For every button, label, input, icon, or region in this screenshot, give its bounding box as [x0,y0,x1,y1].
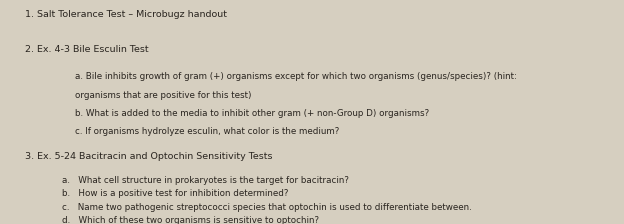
Text: organisms that are positive for this test): organisms that are positive for this tes… [75,91,251,100]
Text: a.   What cell structure in prokaryotes is the target for bacitracin?: a. What cell structure in prokaryotes is… [62,176,349,185]
Text: c.   Name two pathogenic streptococci species that optochin is used to different: c. Name two pathogenic streptococci spec… [62,203,472,212]
Text: d.   Which of these two organisms is sensitive to optochin?: d. Which of these two organisms is sensi… [62,216,319,224]
Text: 3. Ex. 5-24 Bacitracin and Optochin Sensitivity Tests: 3. Ex. 5-24 Bacitracin and Optochin Sens… [25,152,273,161]
Text: 1. Salt Tolerance Test – Microbugz handout: 1. Salt Tolerance Test – Microbugz hando… [25,10,227,19]
Text: b.   How is a positive test for inhibition determined?: b. How is a positive test for inhibition… [62,189,289,198]
Text: 2. Ex. 4-3 Bile Esculin Test: 2. Ex. 4-3 Bile Esculin Test [25,45,149,54]
Text: b. What is added to the media to inhibit other gram (+ non-Group D) organisms?: b. What is added to the media to inhibit… [75,109,429,118]
Text: c. If organisms hydrolyze esculin, what color is the medium?: c. If organisms hydrolyze esculin, what … [75,127,339,136]
Text: a. Bile inhibits growth of gram (+) organisms except for which two organisms (ge: a. Bile inhibits growth of gram (+) orga… [75,72,517,81]
